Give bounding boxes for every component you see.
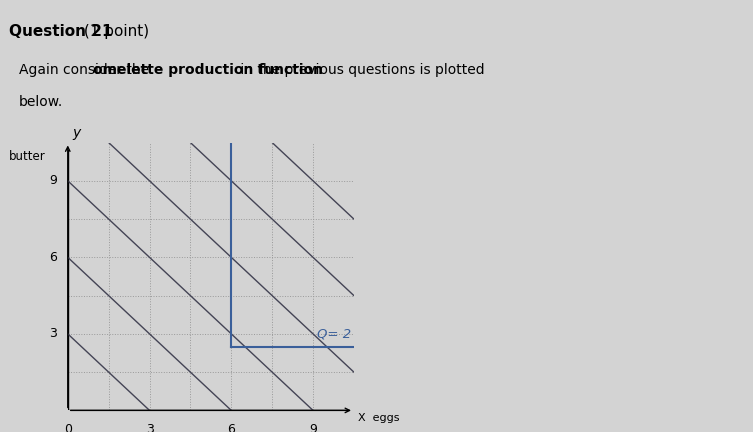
Text: y: y <box>72 126 80 140</box>
Text: in the previous questions is plotted: in the previous questions is plotted <box>236 63 484 76</box>
Text: (1 point): (1 point) <box>79 24 149 39</box>
Text: omelette production function: omelette production function <box>93 63 323 76</box>
Text: Again consider the: Again consider the <box>19 63 154 76</box>
Text: Question 21: Question 21 <box>9 24 112 39</box>
Text: Q= 2: Q= 2 <box>317 327 351 340</box>
Text: 6: 6 <box>227 423 235 432</box>
Text: 6: 6 <box>49 251 57 264</box>
Text: X  eggs: X eggs <box>358 413 400 423</box>
Text: 9: 9 <box>309 423 317 432</box>
Text: 3: 3 <box>49 327 57 340</box>
Text: below.: below. <box>19 95 63 109</box>
Text: 0: 0 <box>64 423 72 432</box>
Text: 3: 3 <box>145 423 154 432</box>
Text: butter: butter <box>8 150 45 163</box>
Text: 9: 9 <box>49 175 57 187</box>
